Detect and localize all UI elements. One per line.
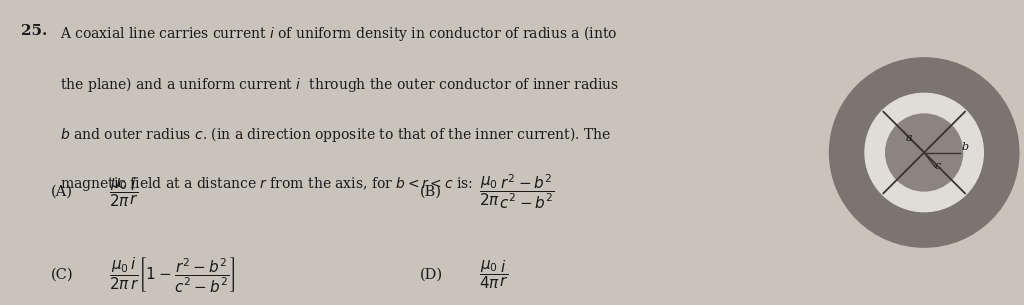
Text: $\dfrac{\mu_0}{2\pi}\dfrac{i}{r}$: $\dfrac{\mu_0}{2\pi}\dfrac{i}{r}$ xyxy=(110,176,139,209)
Circle shape xyxy=(865,93,983,212)
Text: (B): (B) xyxy=(420,185,441,199)
Text: (C): (C) xyxy=(50,267,73,282)
Text: $\dfrac{\mu_0}{2\pi}\dfrac{r^2-b^2}{c^2-b^2}$: $\dfrac{\mu_0}{2\pi}\dfrac{r^2-b^2}{c^2-… xyxy=(478,173,555,211)
Text: $\dfrac{\mu_0\, i}{2\pi\, r}\left[1-\dfrac{r^2-b^2}{c^2-b^2}\right]$: $\dfrac{\mu_0\, i}{2\pi\, r}\left[1-\dfr… xyxy=(110,255,236,294)
Text: magnetic field at a distance $r$ from the axis, for $b<r<c$ is:: magnetic field at a distance $r$ from th… xyxy=(60,175,473,193)
Text: A coaxial line carries current $i$ of uniform density in conductor of radius a (: A coaxial line carries current $i$ of un… xyxy=(60,24,618,43)
Text: a: a xyxy=(906,133,912,143)
Text: (A): (A) xyxy=(50,185,73,199)
Text: the plane) and a uniform current $i$  through the outer conductor of inner radiu: the plane) and a uniform current $i$ thr… xyxy=(60,75,620,94)
Text: $\dfrac{\mu_0}{4\pi}\dfrac{i}{r}$: $\dfrac{\mu_0}{4\pi}\dfrac{i}{r}$ xyxy=(478,258,509,291)
Text: b: b xyxy=(962,142,969,152)
Text: c: c xyxy=(934,161,941,171)
Text: $b$ and outer radius $c$. (in a direction opposite to that of the inner current): $b$ and outer radius $c$. (in a directio… xyxy=(60,125,611,144)
Text: 25.: 25. xyxy=(20,24,47,38)
Circle shape xyxy=(886,114,963,191)
Circle shape xyxy=(829,58,1019,247)
Text: (D): (D) xyxy=(420,267,443,282)
